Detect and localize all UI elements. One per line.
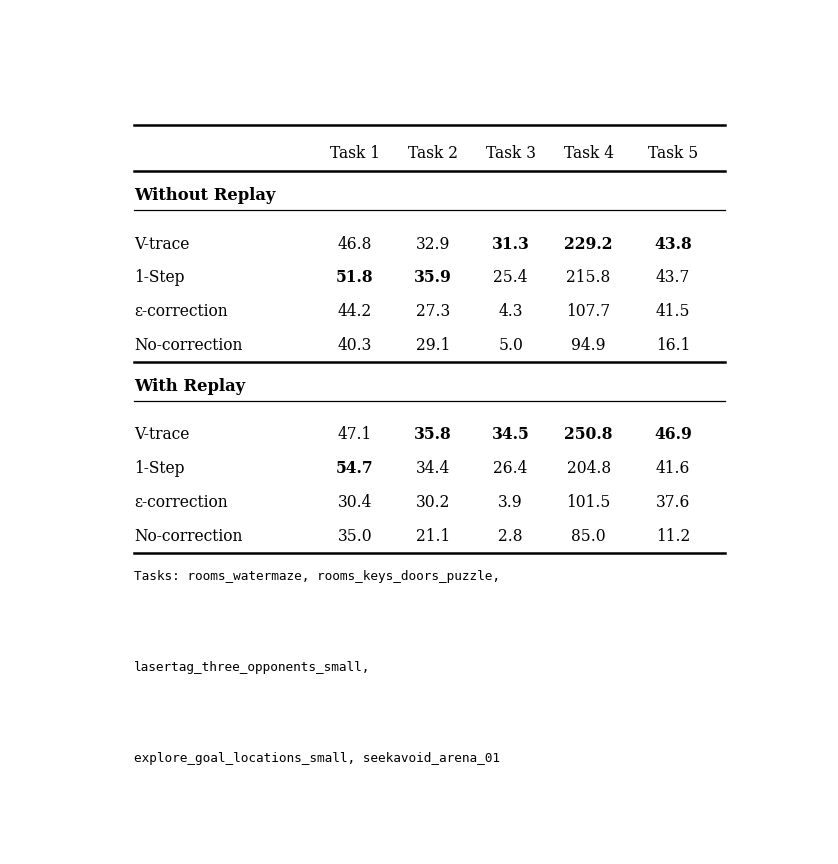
Text: 30.2: 30.2 [416,494,450,511]
Text: 51.8: 51.8 [336,270,374,287]
Text: 11.2: 11.2 [656,528,691,545]
Text: 41.6: 41.6 [656,461,691,477]
Text: 34.4: 34.4 [416,461,450,477]
Text: 30.4: 30.4 [338,494,372,511]
Text: 85.0: 85.0 [572,528,606,545]
Text: 35.9: 35.9 [414,270,452,287]
Text: Task 1: Task 1 [330,145,380,162]
Text: ε-correction: ε-correction [134,494,228,511]
Text: 204.8: 204.8 [566,461,611,477]
Text: Task 4: Task 4 [564,145,613,162]
Text: Task 2: Task 2 [408,145,458,162]
Text: 215.8: 215.8 [566,270,611,287]
Text: 5.0: 5.0 [499,337,523,354]
Text: 229.2: 229.2 [564,236,613,252]
Text: 35.8: 35.8 [414,426,452,443]
Text: 46.9: 46.9 [654,426,692,443]
Text: 25.4: 25.4 [494,270,528,287]
Text: Task 3: Task 3 [486,145,535,162]
Text: 1-Step: 1-Step [134,270,184,287]
Text: 4.3: 4.3 [499,303,523,321]
Text: 37.6: 37.6 [656,494,691,511]
Text: 35.0: 35.0 [338,528,372,545]
Text: V-trace: V-trace [134,236,189,252]
Text: ε-correction: ε-correction [134,303,228,321]
Text: 16.1: 16.1 [656,337,691,354]
Text: Task 5: Task 5 [648,145,698,162]
Text: 54.7: 54.7 [336,461,374,477]
Text: 47.1: 47.1 [338,426,372,443]
Text: 44.2: 44.2 [338,303,372,321]
Text: No-correction: No-correction [134,528,242,545]
Text: 21.1: 21.1 [416,528,450,545]
Text: No-correction: No-correction [134,337,242,354]
Text: lasertag_three_opponents_small,: lasertag_three_opponents_small, [134,661,370,674]
Text: With Replay: With Replay [134,378,245,395]
Text: 107.7: 107.7 [566,303,611,321]
Text: Tasks: rooms_watermaze, rooms_keys_doors_puzzle,: Tasks: rooms_watermaze, rooms_keys_doors… [134,570,500,583]
Text: 27.3: 27.3 [416,303,450,321]
Text: V-trace: V-trace [134,426,189,443]
Text: 3.9: 3.9 [499,494,523,511]
Text: 250.8: 250.8 [564,426,613,443]
Text: Without Replay: Without Replay [134,187,276,205]
Text: explore_goal_locations_small, seekavoid_arena_01: explore_goal_locations_small, seekavoid_… [134,752,500,765]
Text: 2.8: 2.8 [499,528,523,545]
Text: 41.5: 41.5 [656,303,691,321]
Text: 43.7: 43.7 [656,270,691,287]
Text: 101.5: 101.5 [566,494,611,511]
Text: 29.1: 29.1 [416,337,450,354]
Text: 94.9: 94.9 [572,337,606,354]
Text: 1-Step: 1-Step [134,461,184,477]
Text: 40.3: 40.3 [338,337,372,354]
Text: 31.3: 31.3 [492,236,530,252]
Text: 32.9: 32.9 [416,236,450,252]
Text: 34.5: 34.5 [492,426,530,443]
Text: 26.4: 26.4 [494,461,528,477]
Text: 43.8: 43.8 [654,236,692,252]
Text: 46.8: 46.8 [338,236,372,252]
